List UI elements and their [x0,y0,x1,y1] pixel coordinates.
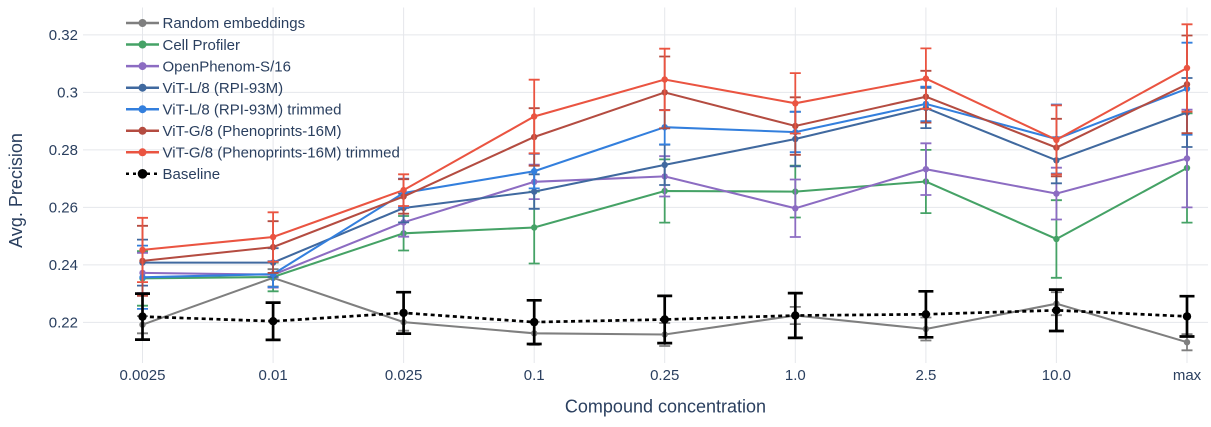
svg-text:Avg. Precision: Avg. Precision [6,133,26,248]
svg-text:Random embeddings: Random embeddings [163,15,306,32]
svg-text:ViT-G/8 (Phenoprints-16M) trim: ViT-G/8 (Phenoprints-16M) trimmed [163,145,400,162]
svg-text:ViT-L/8 (RPI-93M) trimmed: ViT-L/8 (RPI-93M) trimmed [163,101,342,118]
svg-text:0.0025: 0.0025 [120,367,166,384]
svg-text:0.1: 0.1 [524,367,545,384]
svg-text:10.0: 10.0 [1042,367,1071,384]
svg-text:0.28: 0.28 [49,142,78,159]
svg-text:max: max [1173,367,1202,384]
svg-text:1.0: 1.0 [785,367,806,384]
svg-text:Baseline: Baseline [163,166,221,183]
svg-text:ViT-L/8 (RPI-93M): ViT-L/8 (RPI-93M) [163,80,284,97]
svg-text:0.32: 0.32 [49,27,78,44]
svg-text:0.01: 0.01 [258,367,287,384]
svg-text:0.24: 0.24 [49,257,78,274]
svg-text:0.25: 0.25 [650,367,679,384]
svg-text:Compound concentration: Compound concentration [565,397,766,417]
svg-text:2.5: 2.5 [915,367,936,384]
svg-text:0.22: 0.22 [49,315,78,332]
svg-text:OpenPhenom-S/16: OpenPhenom-S/16 [163,58,291,75]
svg-text:ViT-G/8 (Phenoprints-16M): ViT-G/8 (Phenoprints-16M) [163,123,342,140]
svg-text:Cell Profiler: Cell Profiler [163,37,241,54]
svg-text:0.3: 0.3 [57,85,78,102]
svg-text:0.025: 0.025 [385,367,423,384]
svg-text:0.26: 0.26 [49,200,78,217]
